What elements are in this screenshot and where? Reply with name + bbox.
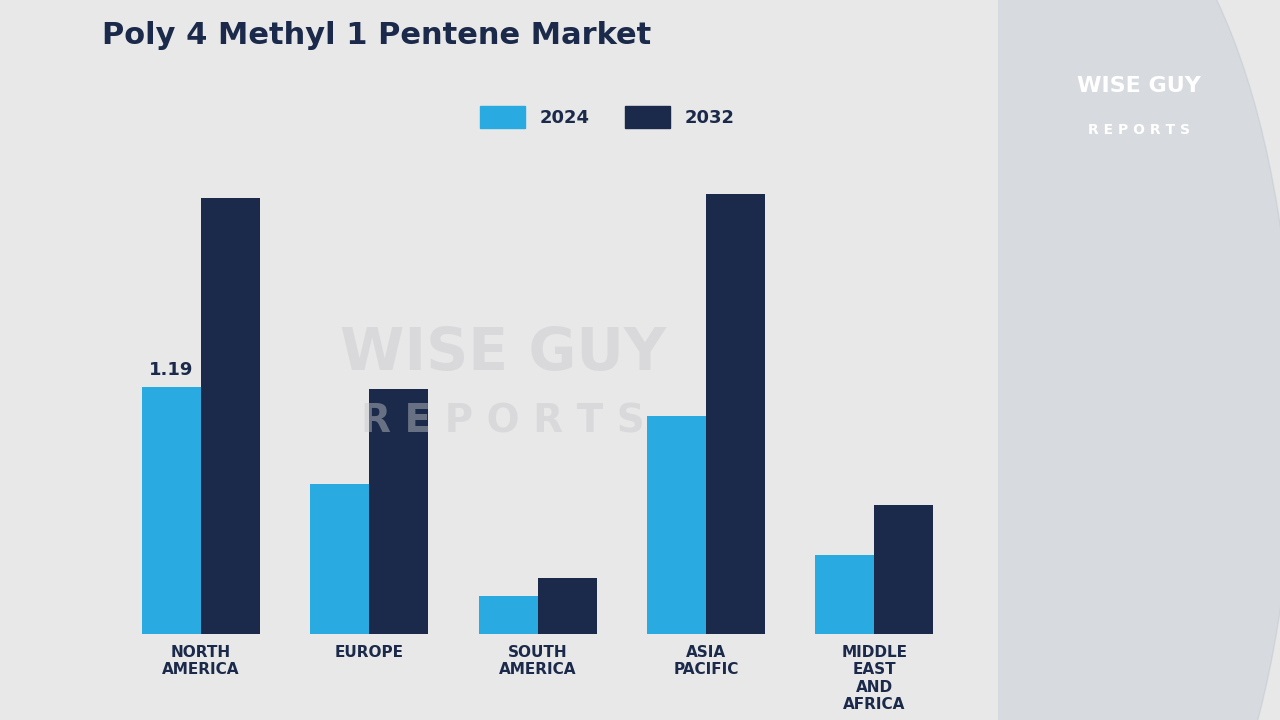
Bar [815, 555, 874, 634]
Bar [538, 577, 596, 634]
Legend: 2024, 2032: 2024, 2032 [472, 99, 742, 135]
Bar [646, 416, 707, 634]
Text: Poly 4 Methyl 1 Pentene Market: Poly 4 Methyl 1 Pentene Market [102, 22, 652, 50]
Text: WISE GUY: WISE GUY [339, 325, 666, 382]
Bar [479, 596, 538, 634]
Circle shape [872, 0, 1280, 720]
Bar [874, 505, 933, 634]
Text: R E P O R T S: R E P O R T S [361, 402, 645, 440]
Bar [707, 194, 765, 634]
Text: R E P O R T S: R E P O R T S [1088, 122, 1190, 137]
Bar [201, 199, 260, 634]
Bar [310, 485, 369, 634]
Bar [369, 389, 429, 634]
Text: WISE GUY: WISE GUY [1078, 76, 1201, 96]
Text: 1.19: 1.19 [150, 361, 193, 379]
Bar [142, 387, 201, 634]
